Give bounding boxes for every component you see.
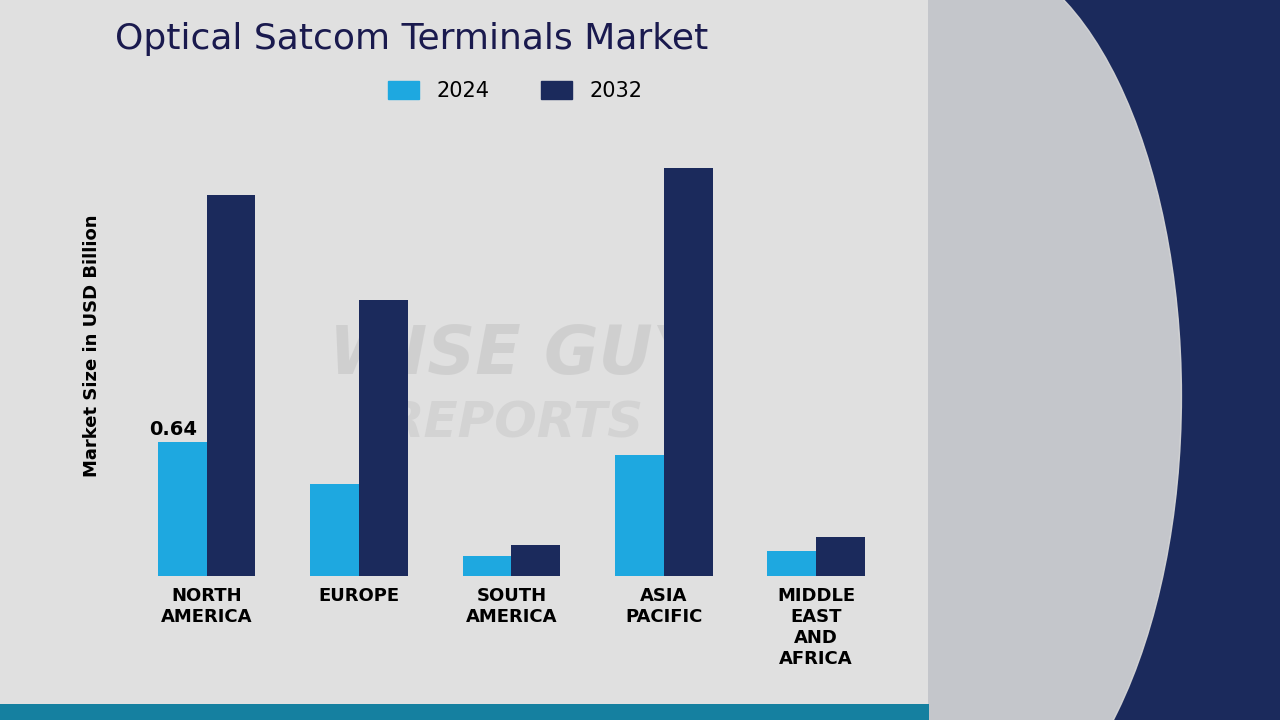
Bar — [768, 551, 817, 576]
Bar — [664, 168, 713, 576]
Bar — [310, 484, 358, 576]
Text: REPORTS: REPORTS — [387, 400, 644, 448]
Bar — [358, 300, 408, 576]
Text: WISE GUY: WISE GUY — [329, 322, 701, 388]
Bar — [157, 442, 206, 576]
Legend: 2024, 2032: 2024, 2032 — [378, 71, 653, 112]
Bar — [206, 195, 256, 576]
Bar — [817, 537, 865, 576]
Y-axis label: Market Size in USD Billion: Market Size in USD Billion — [83, 215, 101, 477]
Bar — [462, 556, 512, 576]
Bar — [512, 545, 561, 576]
Bar — [614, 454, 664, 576]
Text: Optical Satcom Terminals Market: Optical Satcom Terminals Market — [115, 22, 708, 55]
Circle shape — [745, 0, 1181, 720]
Text: 0.64: 0.64 — [148, 420, 197, 439]
